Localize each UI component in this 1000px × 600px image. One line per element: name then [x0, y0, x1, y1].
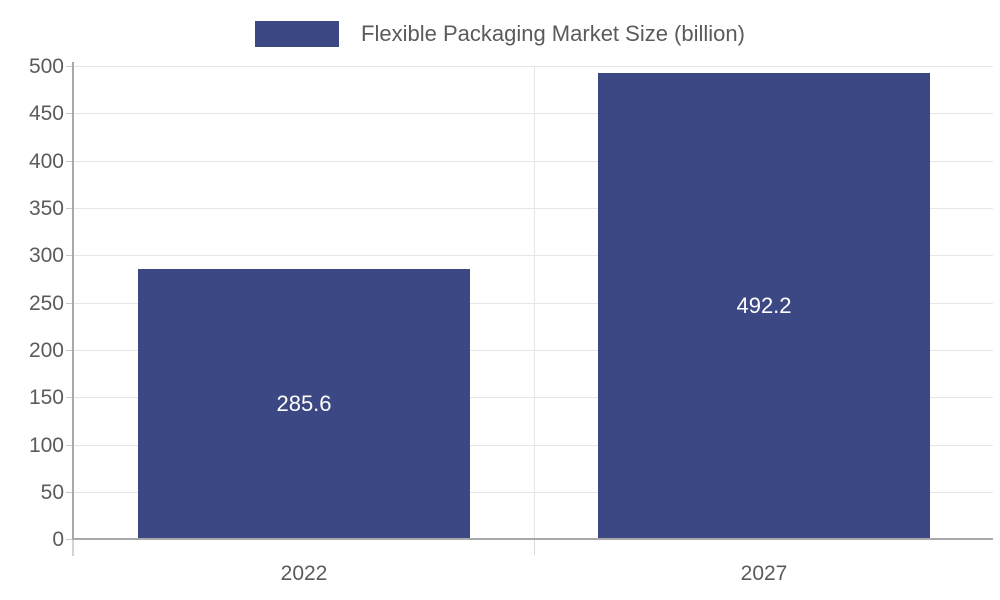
x-tick-label-2027: 2027	[740, 562, 788, 585]
plot-area: 285.6 492.2	[74, 66, 993, 539]
category-boundary-gridline	[534, 66, 535, 539]
y-tick-label-400: 400	[28, 150, 64, 173]
y-tick-mark-400	[66, 161, 73, 162]
y-tick-label-50: 50	[40, 481, 64, 504]
y-axis-tick-labels: 500 450 400 350 300 250 200 150 100 50 0	[0, 0, 64, 600]
y-tick-mark-500	[66, 66, 73, 67]
y-axis-spine	[72, 62, 74, 543]
gridline-500	[74, 66, 993, 67]
x-tick-label-2022: 2022	[280, 562, 328, 585]
legend-label: Flexible Packaging Market Size (billion)	[361, 21, 745, 46]
gridline-150	[74, 397, 993, 398]
x-axis-origin-tick	[72, 540, 74, 556]
y-tick-mark-100	[66, 445, 73, 446]
y-tick-mark-150	[66, 397, 73, 398]
legend-entry-flexible-packaging[interactable]: Flexible Packaging Market Size (billion)	[255, 21, 745, 47]
x-axis-spine	[74, 538, 993, 540]
y-tick-label-450: 450	[28, 102, 64, 125]
y-tick-mark-200	[66, 350, 73, 351]
legend-color-swatch	[255, 21, 340, 47]
bar-2027[interactable]: 492.2	[598, 73, 930, 539]
y-tick-mark-450	[66, 113, 73, 114]
gridline-250	[74, 303, 993, 304]
bar-value-label-2022: 285.6	[276, 391, 332, 416]
gridline-300	[74, 255, 993, 256]
y-tick-mark-350	[66, 208, 73, 209]
gridline-450	[74, 113, 993, 114]
y-tick-label-150: 150	[28, 386, 64, 409]
chart-legend: Flexible Packaging Market Size (billion)	[0, 14, 1000, 54]
gridline-100	[74, 445, 993, 446]
y-tick-mark-50	[66, 492, 73, 493]
y-tick-label-350: 350	[28, 197, 64, 220]
gridline-200	[74, 350, 993, 351]
bar-value-label-2027: 492.2	[736, 293, 792, 318]
gridline-400	[74, 161, 993, 162]
gridline-50	[74, 492, 993, 493]
y-tick-label-200: 200	[28, 339, 64, 362]
y-tick-label-250: 250	[28, 292, 64, 315]
x-axis-boundary-tick	[534, 540, 535, 555]
bar-2022[interactable]: 285.6	[138, 269, 470, 539]
y-tick-mark-0	[66, 539, 73, 540]
y-tick-label-0: 0	[52, 528, 64, 551]
y-tick-label-300: 300	[28, 244, 64, 267]
y-tick-mark-300	[66, 255, 73, 256]
y-tick-label-500: 500	[28, 55, 64, 78]
y-tick-mark-250	[66, 303, 73, 304]
gridline-350	[74, 208, 993, 209]
y-tick-label-100: 100	[28, 434, 64, 457]
